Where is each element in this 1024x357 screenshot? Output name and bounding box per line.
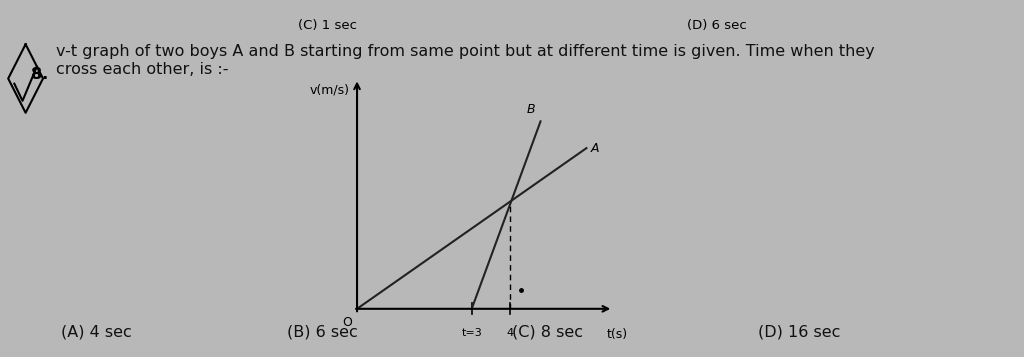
Text: 4: 4 (507, 328, 513, 338)
Text: t=3: t=3 (462, 328, 482, 338)
Text: (C) 1 sec: (C) 1 sec (298, 19, 357, 32)
Text: (C) 8 sec: (C) 8 sec (512, 325, 583, 340)
Text: (B) 6 sec: (B) 6 sec (287, 325, 357, 340)
Text: A: A (590, 142, 599, 155)
Text: (D) 6 sec: (D) 6 sec (687, 19, 746, 32)
Text: B: B (526, 103, 536, 116)
Text: v(m/s): v(m/s) (309, 84, 349, 97)
Text: O: O (343, 316, 352, 329)
Text: (A) 4 sec: (A) 4 sec (61, 325, 132, 340)
Text: t(s): t(s) (606, 328, 628, 341)
Text: v-t graph of two boys A and B starting from same point but at different time is : v-t graph of two boys A and B starting f… (56, 44, 876, 77)
Text: 8.: 8. (31, 66, 48, 81)
Text: (D) 16 sec: (D) 16 sec (758, 325, 840, 340)
